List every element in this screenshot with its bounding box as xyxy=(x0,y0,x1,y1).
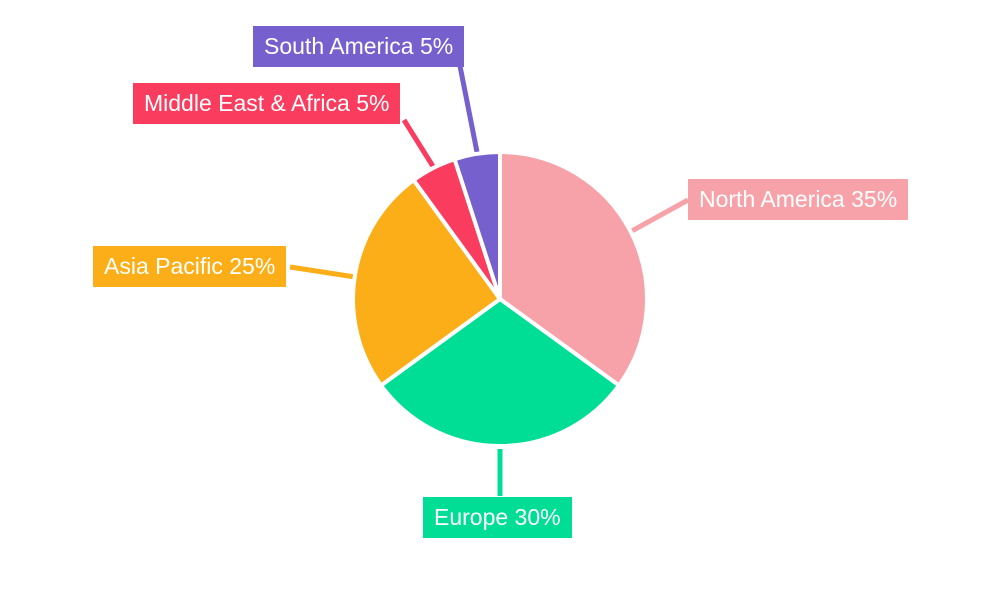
leader-line-asia-pacific xyxy=(289,264,356,280)
leader-line-middle-east-africa xyxy=(401,118,437,170)
pie-slice-south-america[interactable] xyxy=(452,149,502,300)
pie-slice-north-america[interactable] xyxy=(498,149,649,389)
leader-line-north-america xyxy=(628,197,690,235)
leader-line-south-america xyxy=(457,65,480,153)
pie-slice-europe[interactable] xyxy=(378,296,622,449)
pie-slice-asia-pacific[interactable] xyxy=(351,177,503,389)
